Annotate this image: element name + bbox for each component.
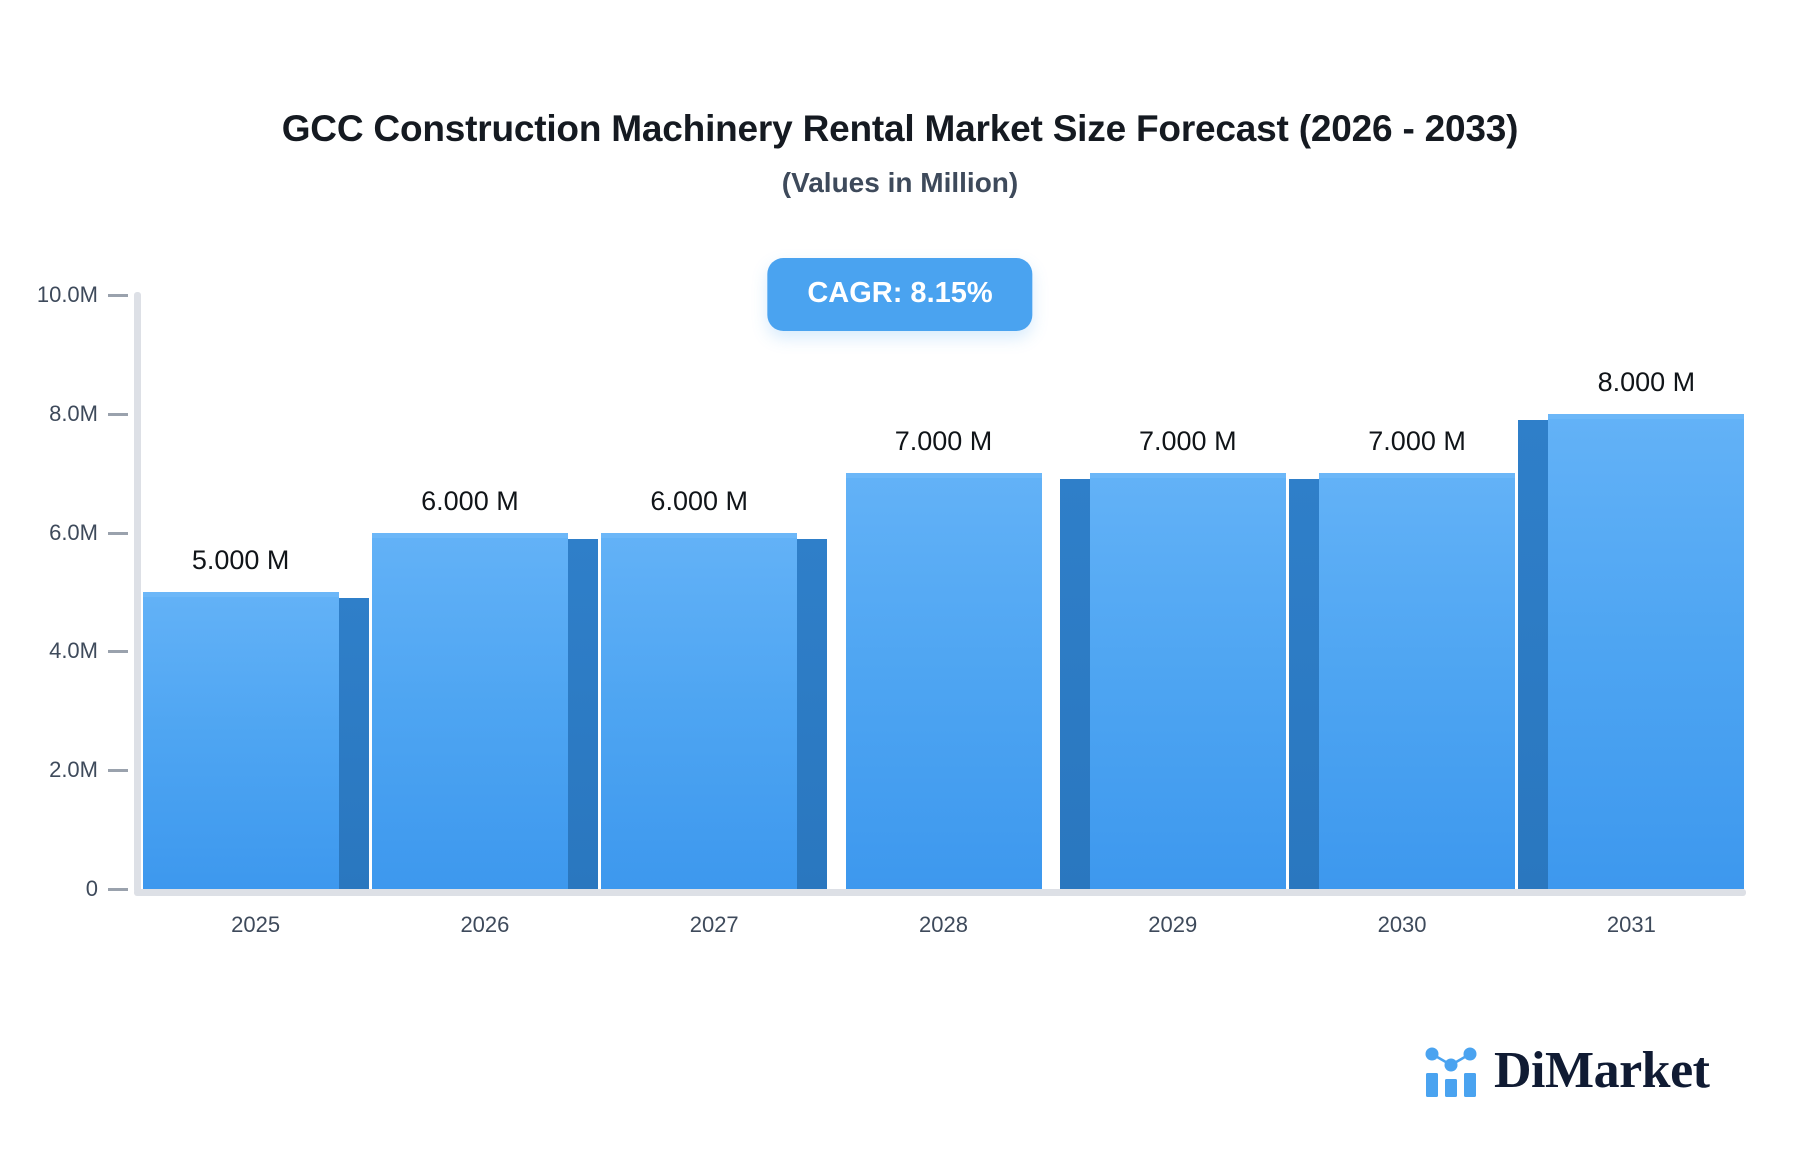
y-axis-tick-label: 2.0M <box>49 757 98 783</box>
bar-top-cap <box>1319 473 1516 479</box>
y-axis-tick-label: 6.0M <box>49 519 98 545</box>
y-axis-tick-mark <box>108 888 128 891</box>
x-axis-tick-label: 2029 <box>1148 912 1198 937</box>
bar-top-cap <box>601 532 798 538</box>
x-axis-tick-label: 2028 <box>919 912 968 937</box>
bar-front-face[interactable] <box>142 592 339 889</box>
bar-top-cap <box>845 473 1042 479</box>
y-axis-tick-mark <box>108 531 128 535</box>
y-axis-tick-mark <box>108 650 128 654</box>
y-axis-tick-label: 10.0M <box>36 282 98 307</box>
bar-value-label: 5.000 M <box>191 545 290 575</box>
bar-top-cap <box>371 532 568 538</box>
cagr-badge: CAGR: 8.15% <box>767 258 1033 331</box>
bar-value-label: 6.000 M <box>421 485 519 516</box>
bar-value-label: 6.000 M <box>650 485 748 516</box>
y-axis-tick-mark <box>108 769 128 773</box>
bar-front-face[interactable] <box>845 473 1042 889</box>
bar-side-face <box>797 538 828 889</box>
bar-front-face[interactable] <box>601 532 798 889</box>
y-axis-tick-mark <box>108 412 128 416</box>
bar-front-face[interactable] <box>1089 473 1286 889</box>
bar-side-face <box>338 598 369 889</box>
bar-side-face <box>567 538 598 889</box>
bar-front-face[interactable] <box>1548 413 1745 889</box>
bar-side-face <box>1059 479 1090 889</box>
y-axis-tick-label: 0 <box>85 876 98 901</box>
bar-front-face[interactable] <box>371 532 568 889</box>
brand-logo: DiMarket <box>1422 1042 1710 1099</box>
page-title: GCC Construction Machinery Rental Market… <box>281 108 1519 149</box>
bar-value-label: 7.000 M <box>894 426 993 457</box>
bar-top-cap <box>142 592 339 597</box>
x-axis-tick-label: 2031 <box>1606 912 1656 937</box>
y-axis-line <box>134 292 141 893</box>
bar-value-label: 7.000 M <box>1139 426 1237 457</box>
bar-side-face <box>1289 479 1320 889</box>
x-axis-line <box>134 889 1746 896</box>
x-axis-tick-label: 2025 <box>231 912 281 937</box>
y-axis-tick-label: 8.0M <box>49 400 98 426</box>
brand-name: DiMarket <box>1494 1042 1710 1099</box>
bar-top-cap <box>1548 413 1745 419</box>
bar-chart-with-trend-dots-icon <box>1425 1047 1477 1097</box>
y-axis-tick-label: 4.0M <box>49 638 98 664</box>
y-axis-tick-mark <box>108 294 128 297</box>
x-axis-tick-label: 2026 <box>460 912 510 937</box>
chart-subtitle: (Values in Million) <box>781 166 1019 198</box>
bar-side-face <box>1518 419 1549 889</box>
bar-value-label: 8.000 M <box>1597 366 1696 397</box>
x-axis-tick-label: 2030 <box>1377 912 1427 937</box>
chart-header: GCC Construction Machinery Rental Market… <box>0 108 1800 199</box>
x-axis-tick-label: 2027 <box>689 912 739 937</box>
bar-top-cap <box>1089 473 1286 479</box>
bar-front-face[interactable] <box>1319 473 1516 889</box>
bar-value-label: 7.000 M <box>1368 426 1466 457</box>
